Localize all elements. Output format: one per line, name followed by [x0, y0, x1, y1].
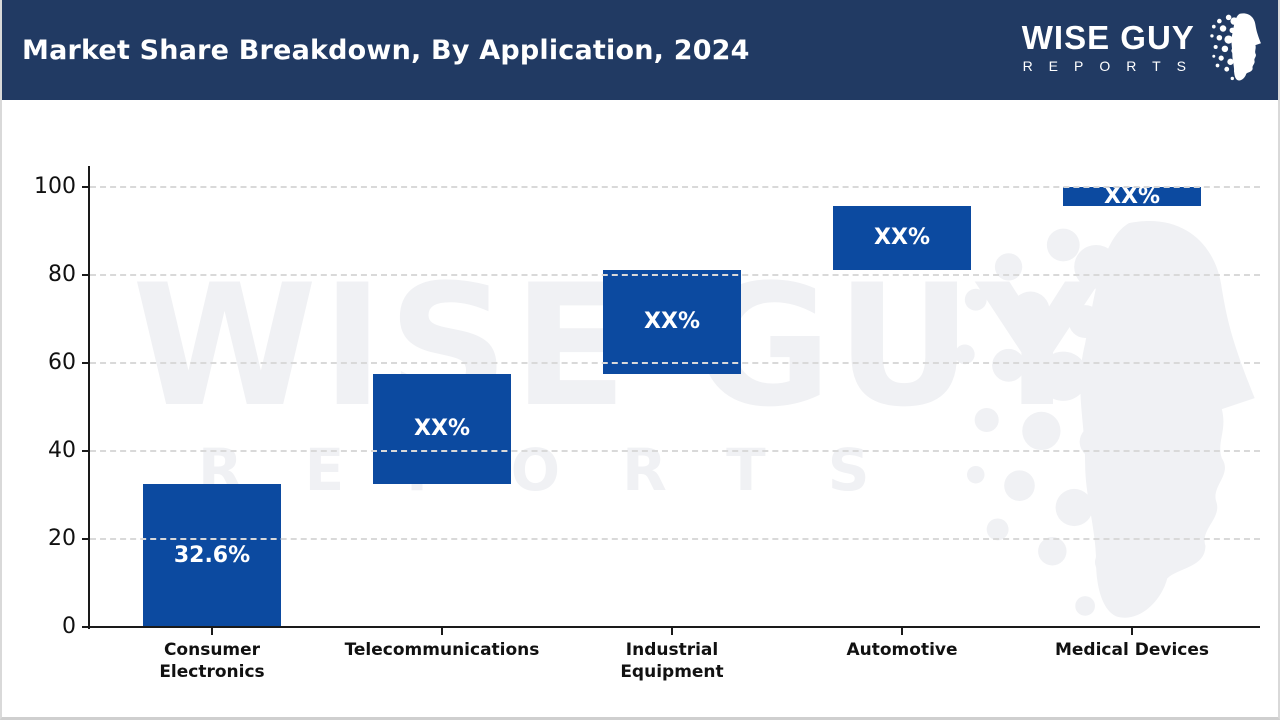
category-label-line: Electronics	[159, 662, 265, 682]
bar-value-label: 32.6%	[173, 542, 251, 568]
y-tick-label-40: 40	[48, 438, 76, 463]
category-label-consumer-electronics: Consumer Electronics	[92, 639, 332, 683]
category-label-line: Automotive	[846, 640, 958, 660]
brand-name: WISE GUY	[1021, 18, 1195, 56]
x-tick-automotive	[901, 628, 903, 635]
category-label-telecommunications: Telecommunications	[322, 639, 562, 661]
y-tick-40	[82, 450, 90, 452]
bar-medical-devices: XX%	[1063, 183, 1201, 209]
category-label-line: Consumer	[163, 640, 261, 660]
y-tick-label-0: 0	[62, 614, 76, 639]
bar-value-label: XX%	[414, 416, 470, 442]
gridline-20	[90, 538, 1260, 540]
category-label-line: Equipment	[620, 662, 724, 682]
bar-value-label: XX%	[1104, 183, 1160, 209]
y-tick-label-60: 60	[48, 350, 76, 375]
x-tick-telecommunications	[441, 628, 443, 635]
y-axis-line	[88, 166, 90, 629]
bar-consumer-electronics: 32.6%	[143, 483, 281, 627]
y-tick-20	[82, 538, 90, 540]
y-tick-label-100: 100	[34, 174, 76, 199]
bar-value-label: XX%	[644, 309, 700, 335]
category-label-industrial-equipment: Industrial Equipment	[552, 639, 792, 683]
y-tick-100	[82, 186, 90, 188]
brand-tagline: REPORTS	[1022, 57, 1202, 74]
y-tick-60	[82, 362, 90, 364]
category-label-line: Telecommunications	[344, 640, 540, 660]
bar-value-label: XX%	[874, 225, 930, 251]
category-label-line: Industrial	[625, 640, 719, 660]
gridline-40	[90, 450, 1260, 452]
chart-title: Market Share Breakdown, By Application, …	[22, 34, 750, 66]
brand-logo: WISE GUY REPORTS	[1015, 10, 1266, 84]
x-tick-consumer-electronics	[211, 628, 213, 635]
y-tick-label-80: 80	[48, 262, 76, 287]
category-label-line: Medical Devices	[1054, 640, 1209, 660]
gridline-80	[90, 274, 1260, 276]
header: Market Share Breakdown, By Application, …	[2, 0, 1278, 100]
brand-logo-text: WISE GUY REPORTS	[1015, 18, 1202, 74]
bar-industrial-equipment: XX%	[603, 269, 741, 374]
y-tick-80	[82, 274, 90, 276]
x-tick-industrial-equipment	[671, 628, 673, 635]
x-axis-line	[88, 626, 1260, 628]
gridline-100	[90, 186, 1260, 188]
y-tick-0	[82, 626, 90, 628]
category-label-automotive: Automotive	[782, 639, 1022, 661]
bar-automotive: XX%	[833, 205, 971, 270]
bar-telecommunications: XX%	[373, 374, 511, 484]
y-tick-label-20: 20	[48, 526, 76, 551]
x-tick-medical-devices	[1131, 628, 1133, 635]
gridline-60	[90, 362, 1260, 364]
category-label-medical-devices: Medical Devices	[1012, 639, 1252, 661]
